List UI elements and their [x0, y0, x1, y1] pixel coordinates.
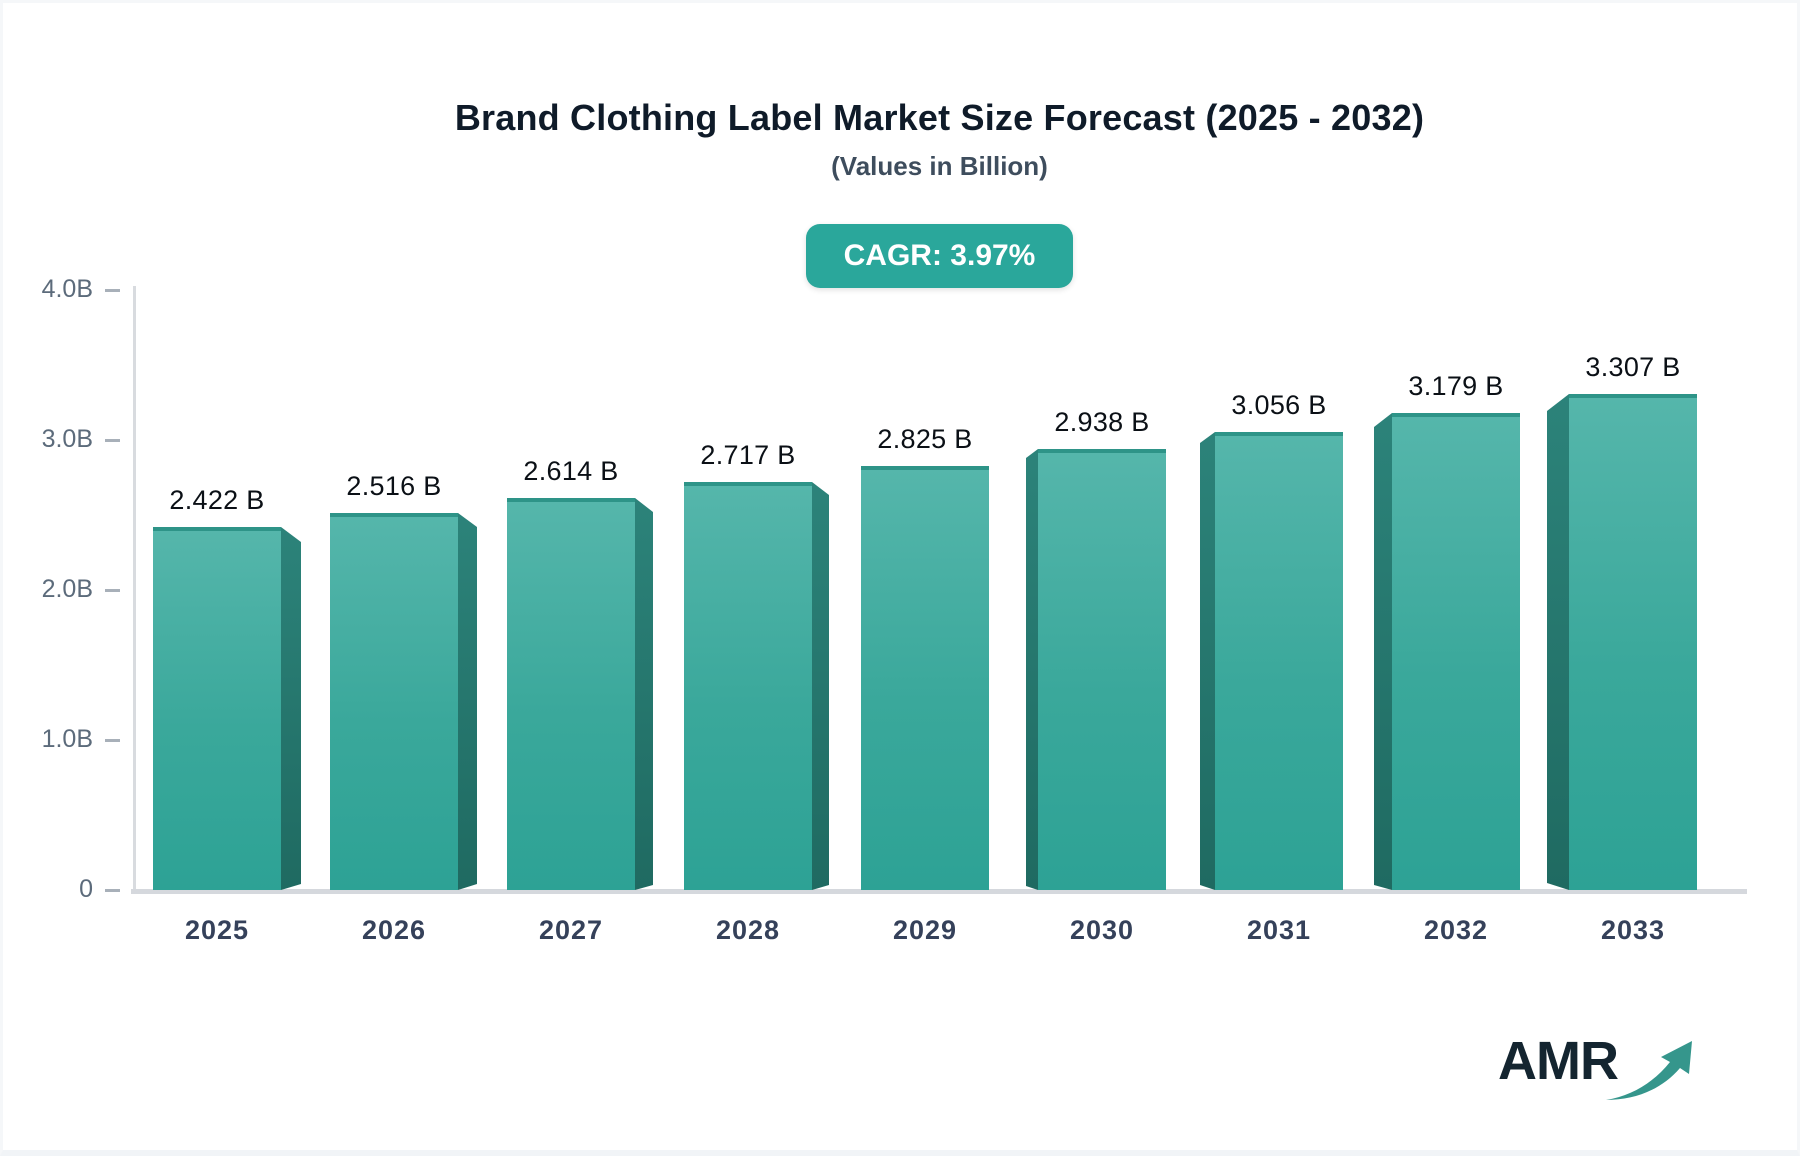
x-axis-label-2032: 2032	[1423, 915, 1489, 945]
bar-value-label: 3.307 B	[1585, 352, 1681, 382]
bar-2028	[684, 482, 829, 890]
logo-arrow-icon	[1606, 1041, 1692, 1100]
bar-2032	[1374, 413, 1520, 890]
y-tick-mark	[105, 739, 120, 742]
bar-front-face	[153, 527, 281, 890]
bar-side-face	[1200, 432, 1215, 890]
bar-side-face	[1547, 394, 1569, 890]
brand-logo: AMR	[1498, 1034, 1699, 1104]
x-axis-line	[131, 889, 1747, 894]
y-tick-label: 3.0B	[41, 425, 93, 453]
bar-side-face	[812, 482, 829, 890]
bar-front-face	[861, 466, 989, 890]
x-axis-label-2029: 2029	[892, 915, 958, 945]
bar-front-face	[330, 513, 458, 890]
bar-value-label: 2.938 B	[1054, 407, 1150, 437]
y-tick-label: 4.0B	[41, 275, 93, 303]
bar-front-face	[1215, 432, 1343, 890]
bar-front-face	[684, 482, 812, 890]
y-tick-label: 0	[79, 875, 93, 903]
bar-value-label: 3.056 B	[1231, 390, 1327, 420]
bar-front-face	[507, 498, 635, 890]
chart-header: Brand Clothing Label Market Size Forecas…	[133, 3, 1746, 288]
y-tick-label: 1.0B	[41, 725, 93, 753]
bar-2026	[330, 513, 477, 890]
x-axis-label-2033: 2033	[1600, 915, 1666, 945]
bar-value-label: 2.825 B	[877, 424, 973, 454]
bar-2025	[153, 527, 301, 890]
bar-front-face	[1038, 449, 1166, 890]
bar-value-label: 2.516 B	[346, 471, 442, 501]
bar-2029	[861, 466, 989, 890]
cagr-badge: CAGR: 3.97%	[805, 224, 1074, 288]
y-axis-line	[133, 286, 136, 891]
x-axis-label-2030: 2030	[1069, 915, 1135, 945]
bar-side-face	[1374, 413, 1392, 890]
bar-side-face	[458, 513, 477, 890]
plot-area: 0 1.0B 2.0B 3.0B 4.0B 2.422 B 2.516 B 2.614 B 2…	[3, 3, 1797, 1150]
bar-value-label: 3.179 B	[1408, 371, 1504, 401]
chart-subtitle: (Values in Billion)	[831, 151, 1048, 181]
x-axis-label-2031: 2031	[1246, 915, 1312, 945]
y-tick-mark	[105, 439, 120, 442]
bar-value-label: 2.717 B	[700, 440, 796, 470]
x-axis-label-2026: 2026	[361, 915, 427, 945]
x-axis-label-2025: 2025	[184, 915, 250, 945]
bar-side-face	[281, 527, 301, 890]
bar-2031	[1200, 432, 1343, 890]
bar-2033	[1547, 394, 1697, 890]
y-tick-mark	[105, 289, 120, 292]
bar-value-label: 2.422 B	[169, 485, 265, 515]
bar-side-face	[635, 498, 653, 890]
bar-front-face	[1392, 413, 1520, 890]
y-tick-mark	[105, 589, 120, 592]
y-tick-mark	[105, 889, 120, 892]
bar-2030	[1026, 449, 1166, 890]
logo-text: AMR	[1498, 1031, 1619, 1091]
bar-2027	[507, 498, 653, 890]
x-axis-label-2028: 2028	[715, 915, 781, 945]
chart-title: Brand Clothing Label Market Size Forecas…	[454, 97, 1425, 138]
bar-side-face	[1026, 449, 1038, 890]
y-tick-label: 2.0B	[41, 575, 93, 603]
x-axis-label-2027: 2027	[538, 915, 604, 945]
bar-front-face	[1569, 394, 1697, 890]
bar-value-label: 2.614 B	[523, 456, 619, 486]
